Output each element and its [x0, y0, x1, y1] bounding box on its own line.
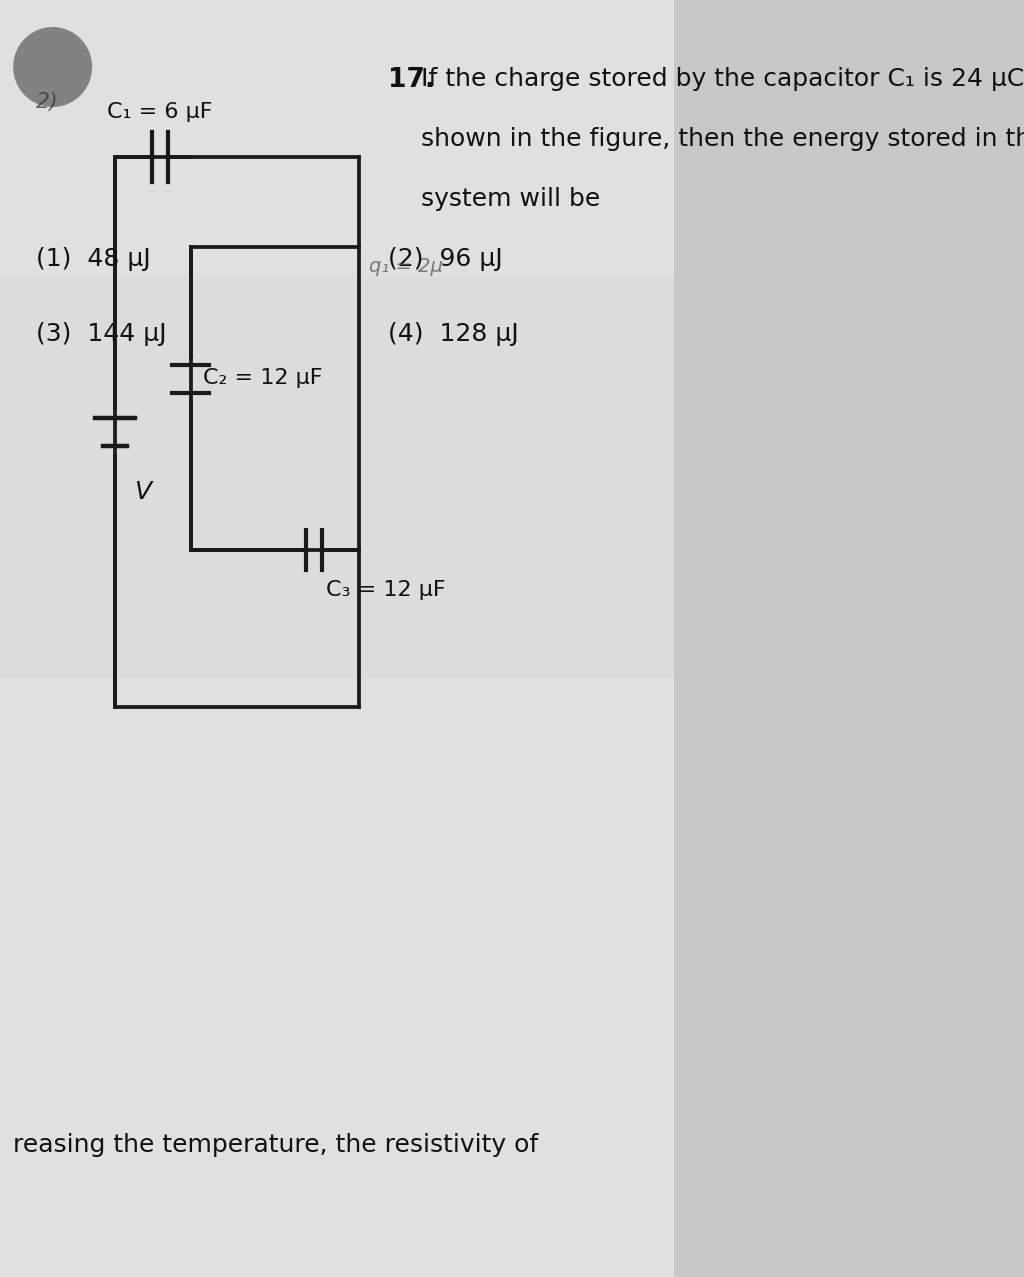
Text: (3)  144 μJ: (3) 144 μJ: [36, 322, 167, 346]
Text: 2): 2): [36, 92, 59, 112]
Text: C₃ = 12 μF: C₃ = 12 μF: [326, 580, 445, 600]
Text: C₂ = 12 μF: C₂ = 12 μF: [203, 369, 323, 388]
Text: system will be: system will be: [421, 186, 600, 211]
Text: C₁ = 6 μF: C₁ = 6 μF: [106, 102, 212, 123]
Text: reasing the temperature, the resistivity of: reasing the temperature, the resistivity…: [13, 1133, 539, 1157]
Text: If the charge stored by the capacitor C₁ is 24 μC, as: If the charge stored by the capacitor C₁…: [421, 66, 1024, 91]
Bar: [0, 277, 674, 677]
Text: (2)  96 μJ: (2) 96 μJ: [388, 246, 503, 271]
Text: (1)  48 μJ: (1) 48 μJ: [36, 246, 151, 271]
Text: (4)  128 μJ: (4) 128 μJ: [388, 322, 519, 346]
Text: q₁ = 2μ: q₁ = 2μ: [369, 258, 442, 277]
Ellipse shape: [13, 27, 92, 107]
Text: 17.: 17.: [388, 66, 435, 93]
Text: V: V: [133, 480, 151, 504]
Text: shown in the figure, then the energy stored in the: shown in the figure, then the energy sto…: [421, 126, 1024, 151]
